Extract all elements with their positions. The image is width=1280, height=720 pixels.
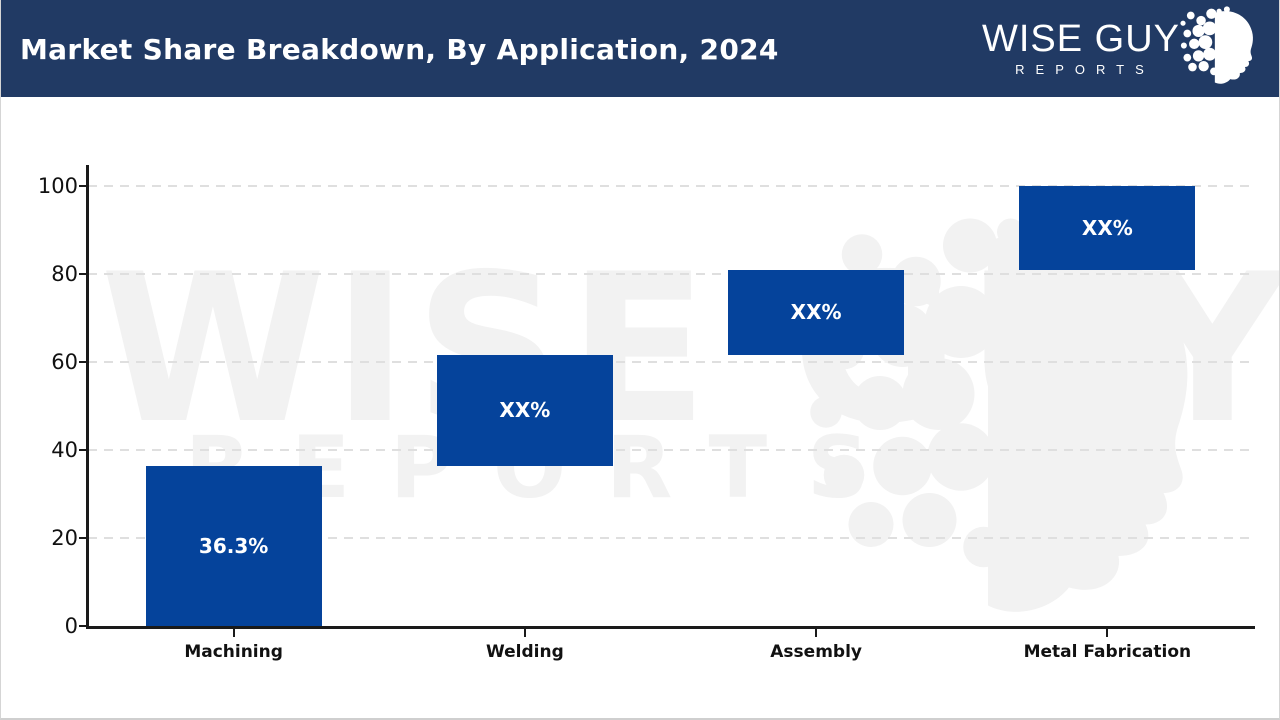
y-tick-label: 20 xyxy=(51,526,78,550)
y-tick-mark xyxy=(79,185,87,187)
header: Market Share Breakdown, By Application, … xyxy=(0,0,1280,97)
y-tick-label: 60 xyxy=(51,350,78,374)
gridline xyxy=(88,273,1253,275)
x-tick-label: Welding xyxy=(485,642,564,662)
x-tick-label: Machining xyxy=(184,642,283,662)
y-tick-mark xyxy=(79,537,87,539)
x-tick-mark xyxy=(523,629,526,637)
x-tick-mark xyxy=(1106,629,1109,637)
bar-metal-fabrication xyxy=(1019,186,1196,271)
x-tick-label: Assembly xyxy=(770,642,862,662)
brand-logo: WISE GUY REPORTS xyxy=(982,5,1264,92)
y-tick-mark xyxy=(79,449,87,451)
x-tick-mark xyxy=(815,629,818,637)
bar-assembly xyxy=(728,270,905,355)
bar-welding xyxy=(436,354,613,467)
bar-label: XX% xyxy=(790,300,842,325)
x-axis-line xyxy=(86,626,1255,629)
y-tick-label: 40 xyxy=(51,438,78,462)
page-title: Market Share Breakdown, By Application, … xyxy=(20,33,779,66)
bar-label: XX% xyxy=(1081,216,1133,241)
watermark-face-icon xyxy=(808,207,1188,612)
y-tick-label: 0 xyxy=(64,614,78,638)
y-tick-mark xyxy=(79,625,87,627)
brand-logo-text: WISE GUY REPORTS xyxy=(982,20,1180,77)
bar-label: 36.3% xyxy=(198,534,269,559)
gridline xyxy=(88,185,1253,187)
y-tick-label: 80 xyxy=(51,262,78,286)
gridline xyxy=(88,449,1253,451)
gridline xyxy=(88,361,1253,363)
y-tick-mark xyxy=(79,273,87,275)
x-tick-mark xyxy=(232,629,235,637)
gridline xyxy=(88,537,1253,539)
logo-subtitle: REPORTS xyxy=(1015,62,1155,77)
y-tick-label: 100 xyxy=(37,174,78,198)
x-tick-label: Metal Fabrication xyxy=(1023,642,1192,662)
logo-wordmark: WISE GUY xyxy=(981,18,1180,60)
bar-label: XX% xyxy=(499,398,551,423)
y-tick-mark xyxy=(79,361,87,363)
y-axis-line xyxy=(86,165,89,629)
bar-machining xyxy=(145,466,322,626)
logo-face-icon xyxy=(1180,5,1253,84)
